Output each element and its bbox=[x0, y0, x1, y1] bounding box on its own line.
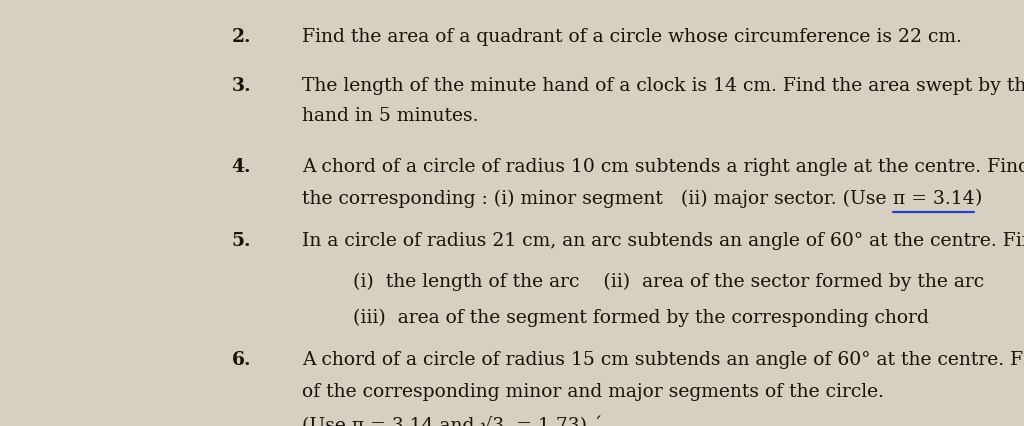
Text: 6.: 6. bbox=[231, 351, 251, 369]
Text: ): ) bbox=[974, 190, 982, 207]
Text: π = 3.14: π = 3.14 bbox=[893, 190, 974, 207]
Text: The length of the minute hand of a clock is 14 cm. Find the area swept by the mi: The length of the minute hand of a clock… bbox=[302, 77, 1024, 95]
Text: In a circle of radius 21 cm, an arc subtends an angle of 60° at the centre. Find: In a circle of radius 21 cm, an arc subt… bbox=[302, 232, 1024, 250]
Text: the corresponding : (i) minor segment   (ii) major sector. (Use: the corresponding : (i) minor segment (i… bbox=[302, 190, 893, 208]
Text: hand in 5 minutes.: hand in 5 minutes. bbox=[302, 107, 478, 125]
Text: of the corresponding minor and major segments of the circle.: of the corresponding minor and major seg… bbox=[302, 383, 884, 401]
Text: A chord of a circle of radius 15 cm subtends an angle of 60° at the centre. Find: A chord of a circle of radius 15 cm subt… bbox=[302, 351, 1024, 369]
Text: (iii)  area of the segment formed by the corresponding chord: (iii) area of the segment formed by the … bbox=[353, 309, 929, 327]
Text: 2.: 2. bbox=[231, 28, 251, 46]
Text: 5.: 5. bbox=[231, 232, 251, 250]
Text: Find the area of a quadrant of a circle whose circumference is 22 cm.: Find the area of a quadrant of a circle … bbox=[302, 28, 962, 46]
Text: (Use π = 3.14 and √3  = 1.73) ´: (Use π = 3.14 and √3 = 1.73) ´ bbox=[302, 417, 602, 426]
Text: (i)  the length of the arc    (ii)  area of the sector formed by the arc: (i) the length of the arc (ii) area of t… bbox=[353, 273, 984, 291]
Text: 4.: 4. bbox=[231, 158, 251, 176]
Text: 3.: 3. bbox=[231, 77, 251, 95]
Text: A chord of a circle of radius 10 cm subtends a right angle at the centre. Find t: A chord of a circle of radius 10 cm subt… bbox=[302, 158, 1024, 176]
